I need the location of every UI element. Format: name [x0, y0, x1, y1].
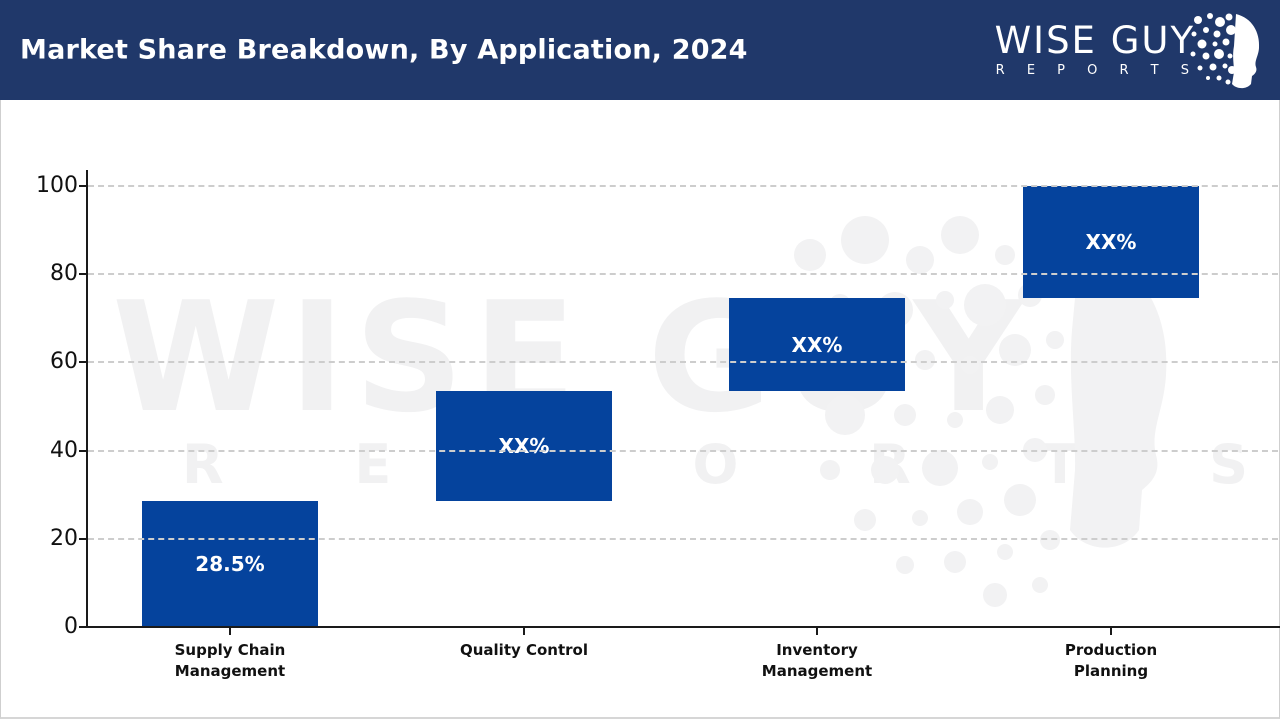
x-tick-mark — [816, 628, 818, 635]
y-axis-line — [86, 170, 88, 627]
bar-segment: XX% — [1023, 186, 1199, 299]
x-tick-mark — [1110, 628, 1112, 635]
y-tick-mark — [79, 626, 86, 628]
wise-guy-reports-logo: WISE GUY R E P O R T S — [992, 10, 1262, 90]
y-tick-label: 80 — [50, 261, 78, 287]
logo-head-icon — [1184, 10, 1262, 90]
gridline — [88, 537, 1278, 540]
bar-value-label: 28.5% — [195, 552, 265, 577]
gridline — [88, 273, 1278, 276]
y-tick-mark — [79, 361, 86, 364]
y-tick-label: 60 — [50, 349, 78, 375]
page-title: Market Share Breakdown, By Application, … — [20, 34, 748, 66]
header-band: Market Share Breakdown, By Application, … — [0, 0, 1280, 100]
watermark-head-icon — [770, 200, 1210, 634]
x-category-label: Production Planning — [1064, 641, 1158, 680]
gridline — [88, 449, 1278, 452]
bar-segment: XX% — [729, 298, 905, 392]
x-tick-mark — [229, 628, 231, 635]
bar-segment: 28.5% — [142, 501, 318, 627]
y-tick-label: 100 — [36, 173, 78, 198]
bar-value-label: XX% — [1085, 230, 1137, 255]
y-tick-mark — [79, 449, 86, 452]
y-tick-mark — [79, 537, 86, 540]
x-category-label: Quality Control — [459, 641, 588, 659]
gridline — [88, 361, 1278, 364]
logo-wordmark: WISE GUY — [994, 19, 1196, 63]
logo-subtitle: R E P O R T S — [995, 62, 1198, 78]
x-category-label: Supply Chain Management — [174, 641, 286, 680]
y-tick-mark — [79, 273, 86, 276]
y-tick-label: 0 — [64, 614, 78, 639]
x-axis-line — [86, 626, 1280, 628]
y-tick-label: 20 — [50, 525, 78, 551]
gridline — [88, 185, 1278, 187]
logo-text: WISE GUY R E P O R T S — [992, 19, 1198, 78]
x-category-label: Inventory Management — [761, 641, 873, 680]
bar-segment: XX% — [436, 391, 612, 502]
bar-value-label: XX% — [791, 332, 843, 357]
y-tick-mark — [79, 185, 86, 187]
bar-value-label: XX% — [498, 434, 550, 459]
x-tick-mark — [523, 628, 525, 635]
watermark-subtitle: R E P O R T S — [182, 433, 1280, 496]
y-tick-label: 40 — [50, 437, 78, 463]
